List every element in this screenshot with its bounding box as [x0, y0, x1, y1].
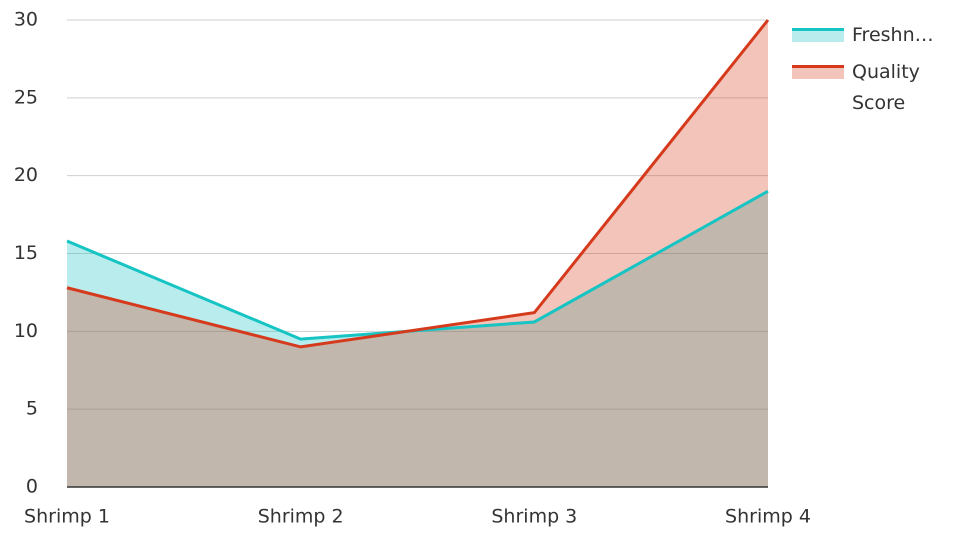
x-tick-label: Shrimp 1: [24, 506, 110, 528]
y-tick-label: 5: [26, 398, 38, 420]
x-tick-label: Shrimp 3: [491, 506, 577, 528]
legend-label: Quality Score: [852, 61, 920, 114]
legend-item: Freshn…: [792, 20, 942, 51]
y-tick-label: 25: [14, 86, 38, 108]
y-tick-label: 15: [14, 242, 38, 264]
legend-swatch: [792, 65, 844, 81]
x-tick-label: Shrimp 4: [725, 506, 811, 528]
area-fill: [67, 191, 768, 487]
x-tick-label: Shrimp 2: [258, 506, 344, 528]
area-fill: [67, 20, 768, 487]
y-tick-label: 10: [14, 320, 38, 342]
legend-swatch: [792, 28, 844, 44]
legend-item: Quality Score: [792, 57, 942, 119]
y-tick-label: 30: [14, 9, 38, 31]
legend: Freshn… Quality Score: [792, 20, 942, 125]
y-tick-label: 0: [26, 476, 38, 498]
y-tick-label: 20: [14, 164, 38, 186]
line: [66, 19, 770, 349]
legend-label: Freshn…: [852, 24, 934, 46]
